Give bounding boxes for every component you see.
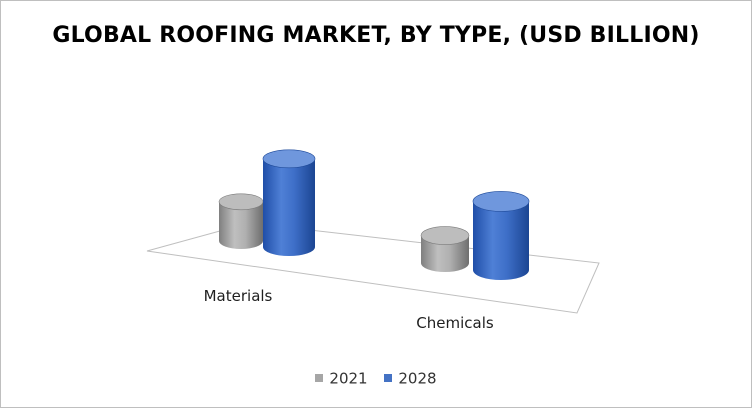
bar-materials-2021 [218, 193, 264, 249]
category-labels: Materials Chemicals [204, 287, 494, 332]
legend-swatch-2021 [315, 373, 324, 382]
bar-top [420, 226, 470, 245]
bar-body [219, 201, 263, 249]
bar-body [473, 201, 529, 280]
legend-swatch-2028 [384, 373, 393, 382]
category-label-materials: Materials [204, 287, 273, 305]
legend-label-2028: 2028 [398, 369, 437, 388]
chart-title: GLOBAL ROOFING MARKET, BY TYPE, (USD BIL… [52, 23, 700, 48]
category-label-chemicals: Chemicals [416, 314, 494, 332]
bar-body [421, 235, 469, 272]
chart-floor [146, 222, 600, 314]
bar-top [262, 149, 316, 169]
legend-item-2028: 2028 [384, 369, 437, 388]
bar-chemicals-2028 [472, 191, 530, 280]
bars-layer [218, 149, 530, 280]
bar-top [472, 191, 530, 212]
legend-label-2021: 2021 [329, 369, 368, 388]
legend-item-2021: 2021 [315, 369, 368, 388]
bar-body [263, 158, 315, 256]
legend: 2021 2028 [1, 369, 751, 388]
bar-top [218, 193, 264, 211]
bar-chemicals-2021 [420, 226, 470, 272]
bar-materials-2028 [262, 149, 316, 256]
